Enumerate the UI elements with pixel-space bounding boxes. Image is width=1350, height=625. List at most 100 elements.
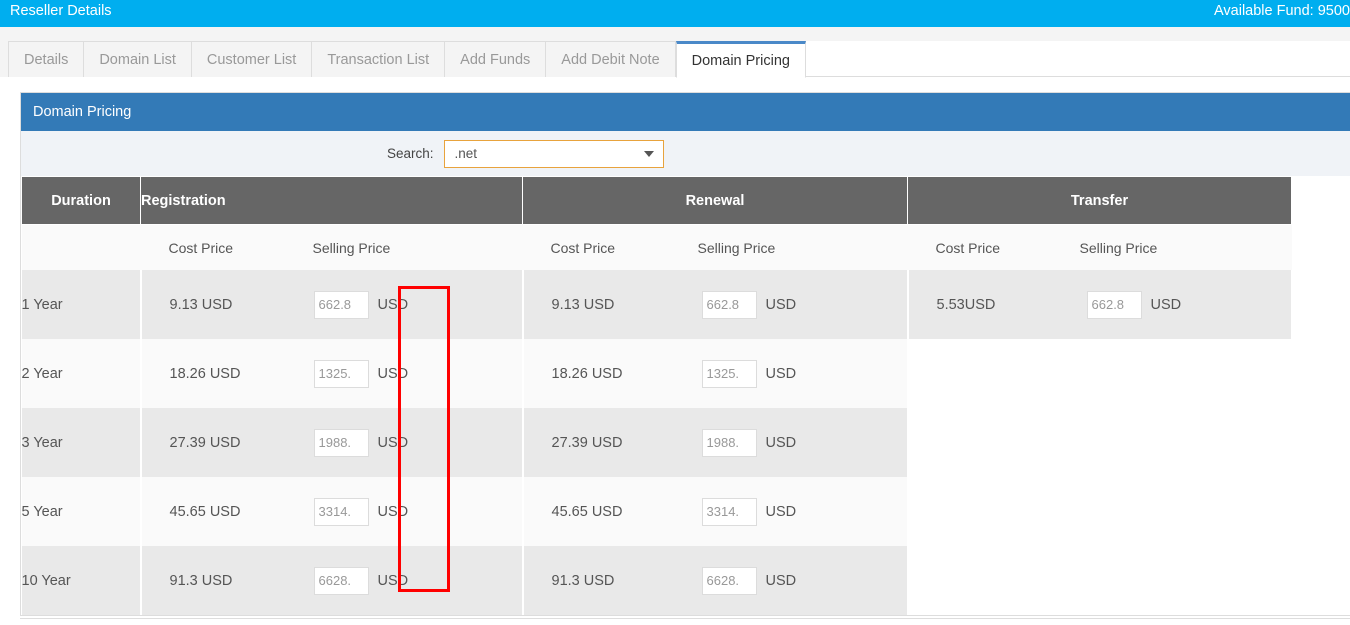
header-duration: Duration <box>21 176 141 225</box>
table-row: 5 Year 45.65 USD USD 45.65 USD USD <box>21 477 1292 546</box>
renewal-currency-label: USD <box>765 296 797 313</box>
sub-header-transfer: Cost Price Selling Price <box>907 224 1292 270</box>
registration-cost-price: 9.13 USD <box>169 296 233 313</box>
cell-duration: 10 Year <box>21 546 142 615</box>
cell-duration: 1 Year <box>21 270 142 339</box>
renewal-cost-price: 91.3 USD <box>551 572 615 589</box>
cell-transfer-empty <box>907 477 1292 546</box>
registration-selling-price-input[interactable] <box>313 359 369 388</box>
renewal-cost-price: 18.26 USD <box>551 365 623 382</box>
tab-transaction-list[interactable]: Transaction List <box>311 41 445 77</box>
group-header-row: Duration Registration Renewal Transfer <box>21 176 1292 225</box>
cell-renewal: 91.3 USD USD <box>522 546 909 615</box>
registration-selling-price-input[interactable] <box>313 428 369 457</box>
transfer-currency-label: USD <box>1150 296 1182 313</box>
renewal-currency-label: USD <box>765 572 797 589</box>
tab-customer-list[interactable]: Customer List <box>190 41 312 77</box>
cell-duration: 2 Year <box>21 339 142 408</box>
panel-bottom-border <box>20 618 1350 619</box>
tab-add-debit-note[interactable]: Add Debit Note <box>545 41 676 77</box>
cell-registration: 9.13 USD USD <box>140 270 524 339</box>
registration-cost-price: 91.3 USD <box>169 572 233 589</box>
sub-header-duration-spacer <box>21 224 141 270</box>
cell-transfer-empty <box>907 339 1292 408</box>
sub-header-selling-price: Selling Price <box>312 239 391 256</box>
transfer-cost-price: 5.53USD <box>936 296 996 313</box>
registration-currency-label: USD <box>377 434 409 451</box>
renewal-currency-label: USD <box>765 365 797 382</box>
cell-renewal: 18.26 USD USD <box>522 339 909 408</box>
header-renewal: Renewal <box>522 176 908 225</box>
sub-header-cost-price: Cost Price <box>550 239 616 256</box>
search-label: Search: <box>387 146 434 161</box>
tld-select-value: .net <box>454 146 478 161</box>
registration-currency-label: USD <box>377 296 409 313</box>
renewal-selling-price-input[interactable] <box>701 290 757 319</box>
header-registration: Registration <box>140 176 523 225</box>
tab-label: Add Debit Note <box>561 51 660 68</box>
table-row: 3 Year 27.39 USD USD 27.39 USD USD <box>21 408 1292 477</box>
cell-registration: 45.65 USD USD <box>140 477 524 546</box>
tab-domain-pricing[interactable]: Domain Pricing <box>675 41 806 78</box>
tab-details[interactable]: Details <box>8 41 84 77</box>
tab-label: Details <box>24 51 69 68</box>
page-title: Reseller Details <box>10 3 112 19</box>
tab-label: Domain Pricing <box>691 52 790 69</box>
cell-transfer-empty <box>907 408 1292 477</box>
renewal-selling-price-input[interactable] <box>701 566 757 595</box>
tab-filler <box>805 41 1350 77</box>
registration-currency-label: USD <box>377 503 409 520</box>
registration-selling-price-input[interactable] <box>313 497 369 526</box>
pricing-table-head: Duration Registration Renewal Transfer <box>21 176 1292 225</box>
cell-renewal: 9.13 USD USD <box>522 270 909 339</box>
registration-selling-price-input[interactable] <box>313 290 369 319</box>
sub-header-renewal: Cost Price Selling Price <box>522 224 908 270</box>
sub-header-registration: Cost Price Selling Price <box>140 224 523 270</box>
panel-header: Domain Pricing <box>21 93 1350 131</box>
cell-duration: 5 Year <box>21 477 142 546</box>
top-bar: Reseller Details Available Fund: 9500 <box>0 0 1350 27</box>
panel-body: Search: .net Duration Registration Renew… <box>21 131 1350 615</box>
available-fund-label: Available Fund: 9500 <box>1214 3 1350 19</box>
cell-registration: 91.3 USD USD <box>140 546 524 615</box>
tab-label: Transaction List <box>327 51 430 68</box>
tab-bar: Details Domain List Customer List Transa… <box>8 41 1350 78</box>
cell-renewal: 45.65 USD USD <box>522 477 909 546</box>
tab-label: Customer List <box>206 51 297 68</box>
registration-currency-label: USD <box>377 365 409 382</box>
renewal-currency-label: USD <box>765 434 797 451</box>
cell-registration: 18.26 USD USD <box>140 339 524 408</box>
cell-renewal: 27.39 USD USD <box>522 408 909 477</box>
table-row: 2 Year 18.26 USD USD 18.26 USD USD <box>21 339 1292 408</box>
tab-add-funds[interactable]: Add Funds <box>444 41 546 77</box>
search-row: Search: .net <box>21 131 1350 176</box>
renewal-cost-price: 27.39 USD <box>551 434 623 451</box>
renewal-currency-label: USD <box>765 503 797 520</box>
header-transfer: Transfer <box>907 176 1292 225</box>
cell-transfer: 5.53USD USD <box>907 270 1293 339</box>
renewal-cost-price: 9.13 USD <box>551 296 615 313</box>
renewal-selling-price-input[interactable] <box>701 359 757 388</box>
sub-header-selling-price: Selling Price <box>1079 239 1158 256</box>
table-row: 10 Year 91.3 USD USD 91.3 USD USD <box>21 546 1292 615</box>
panel-heading-text: Domain Pricing <box>33 104 132 120</box>
renewal-cost-price: 45.65 USD <box>551 503 623 520</box>
tld-select[interactable]: .net <box>443 139 664 168</box>
registration-selling-price-input[interactable] <box>313 566 369 595</box>
registration-cost-price: 18.26 USD <box>169 365 241 382</box>
cell-registration: 27.39 USD USD <box>140 408 524 477</box>
sub-header-selling-price: Selling Price <box>697 239 776 256</box>
registration-currency-label: USD <box>377 572 409 589</box>
registration-cost-price: 45.65 USD <box>169 503 241 520</box>
transfer-selling-price-input[interactable] <box>1086 290 1142 319</box>
tab-label: Add Funds <box>460 51 531 68</box>
renewal-selling-price-input[interactable] <box>701 428 757 457</box>
sub-header-row: Cost Price Selling Price Cost Price Sell… <box>21 224 1292 270</box>
tab-domain-list[interactable]: Domain List <box>83 41 191 77</box>
chevron-down-icon[interactable] <box>643 150 654 157</box>
renewal-selling-price-input[interactable] <box>701 497 757 526</box>
pricing-table-body: Cost Price Selling Price Cost Price Sell… <box>21 224 1293 615</box>
sub-header-cost-price: Cost Price <box>935 239 1001 256</box>
table-row: 1 Year 9.13 USD USD 9.13 USD USD <box>21 270 1293 339</box>
cell-duration: 3 Year <box>21 408 142 477</box>
